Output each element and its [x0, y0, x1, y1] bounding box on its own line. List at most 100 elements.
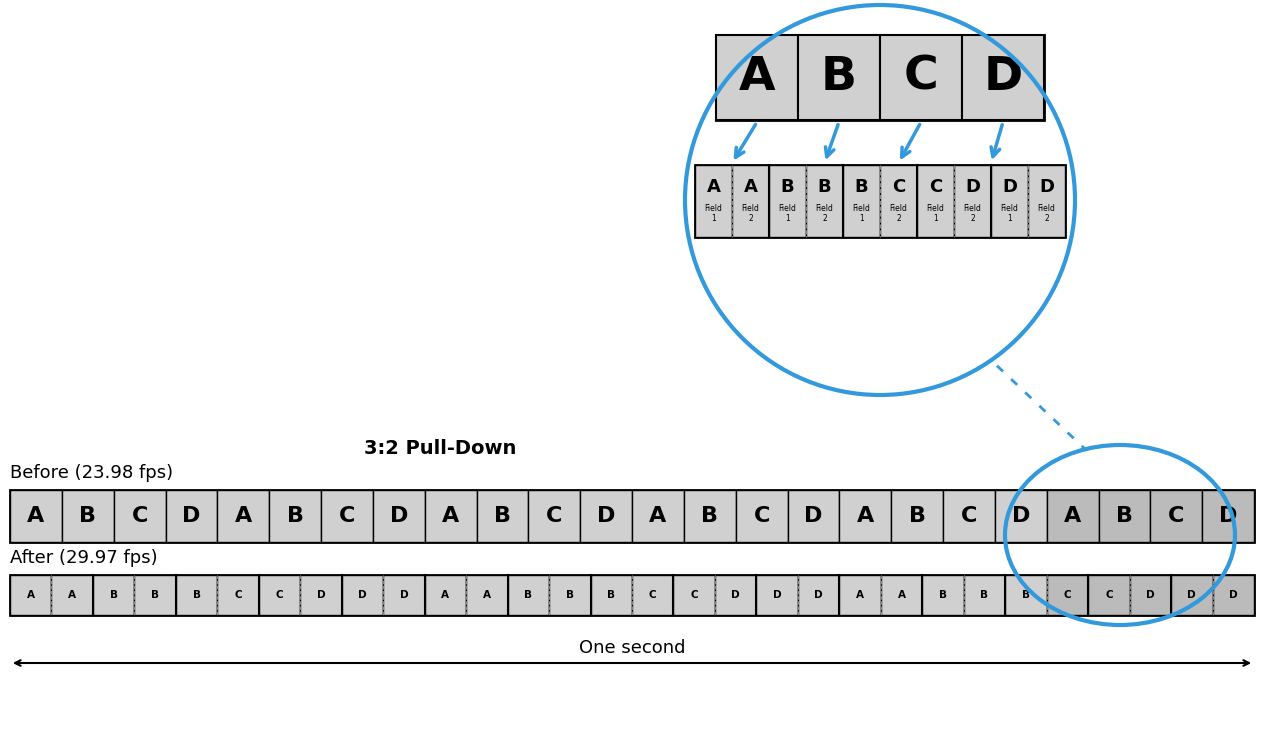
- Bar: [383, 575, 425, 615]
- Bar: [508, 575, 549, 615]
- Text: C: C: [929, 178, 942, 195]
- Text: After (29.97 fps): After (29.97 fps): [10, 549, 158, 567]
- Text: A: A: [442, 506, 459, 526]
- Bar: [1170, 575, 1212, 615]
- Bar: [843, 165, 880, 237]
- Bar: [695, 165, 1066, 237]
- Bar: [632, 490, 684, 542]
- Bar: [425, 575, 466, 615]
- Bar: [995, 490, 1047, 542]
- Text: B: B: [818, 178, 832, 195]
- Bar: [590, 575, 632, 615]
- Text: Field
2: Field 2: [1038, 204, 1055, 223]
- Text: B: B: [939, 590, 947, 600]
- Bar: [715, 35, 1044, 120]
- Bar: [806, 165, 843, 237]
- Text: A: A: [857, 506, 873, 526]
- Bar: [1130, 575, 1170, 615]
- Text: C: C: [1105, 590, 1112, 600]
- Text: D: D: [358, 590, 367, 600]
- Bar: [373, 490, 425, 542]
- Text: B: B: [110, 590, 118, 600]
- Bar: [1047, 490, 1098, 542]
- Bar: [1005, 575, 1047, 615]
- Text: A: A: [27, 590, 34, 600]
- Bar: [715, 35, 798, 120]
- Text: D: D: [1187, 590, 1196, 600]
- Text: Field
1: Field 1: [779, 204, 796, 223]
- Bar: [839, 490, 891, 542]
- Text: D: D: [772, 590, 781, 600]
- Text: A: A: [235, 506, 252, 526]
- Bar: [1212, 575, 1254, 615]
- Text: C: C: [1168, 506, 1184, 526]
- Bar: [715, 575, 756, 615]
- Text: B: B: [1116, 506, 1133, 526]
- Bar: [321, 490, 373, 542]
- Text: D: D: [317, 590, 325, 600]
- Bar: [839, 575, 881, 615]
- Bar: [114, 490, 166, 542]
- Bar: [259, 575, 301, 615]
- Text: C: C: [276, 590, 283, 600]
- Text: A: A: [483, 590, 490, 600]
- Bar: [736, 490, 787, 542]
- Bar: [549, 575, 590, 615]
- Text: D: D: [1146, 590, 1154, 600]
- Text: C: C: [234, 590, 241, 600]
- Bar: [632, 575, 674, 615]
- Bar: [269, 490, 321, 542]
- Bar: [798, 35, 880, 120]
- Bar: [962, 35, 1044, 120]
- Text: B: B: [494, 506, 511, 526]
- Bar: [891, 490, 943, 542]
- Text: Field
2: Field 2: [742, 204, 760, 223]
- Text: B: B: [702, 506, 718, 526]
- Text: A: A: [707, 178, 720, 195]
- Text: C: C: [1063, 590, 1071, 600]
- Text: B: B: [287, 506, 303, 526]
- Text: D: D: [983, 55, 1023, 100]
- Text: Field
1: Field 1: [704, 204, 723, 223]
- Bar: [1150, 490, 1202, 542]
- Bar: [528, 490, 580, 542]
- Text: C: C: [131, 506, 148, 526]
- Bar: [10, 575, 1254, 615]
- Text: B: B: [854, 178, 868, 195]
- Bar: [684, 490, 736, 542]
- Text: B: B: [607, 590, 616, 600]
- Bar: [787, 490, 839, 542]
- Text: A: A: [68, 590, 76, 600]
- Text: Before (23.98 fps): Before (23.98 fps): [10, 464, 173, 482]
- Bar: [954, 165, 991, 237]
- Text: A: A: [441, 590, 450, 600]
- Bar: [1098, 490, 1150, 542]
- Text: C: C: [904, 55, 938, 100]
- Bar: [695, 165, 732, 237]
- Text: C: C: [961, 506, 977, 526]
- Bar: [1202, 490, 1254, 542]
- Text: 3:2 Pull-Down: 3:2 Pull-Down: [364, 439, 516, 457]
- Bar: [923, 575, 963, 615]
- Bar: [52, 575, 94, 615]
- Bar: [62, 490, 114, 542]
- Bar: [477, 490, 528, 542]
- Text: B: B: [781, 178, 794, 195]
- Bar: [1088, 575, 1130, 615]
- Text: B: B: [566, 590, 574, 600]
- Text: Field
1: Field 1: [1001, 204, 1019, 223]
- Bar: [580, 490, 632, 542]
- Text: D: D: [399, 590, 408, 600]
- Bar: [217, 575, 259, 615]
- Bar: [880, 165, 916, 237]
- Bar: [1028, 165, 1066, 237]
- Bar: [217, 490, 269, 542]
- Text: B: B: [909, 506, 925, 526]
- Bar: [10, 490, 1254, 542]
- Text: A: A: [650, 506, 666, 526]
- Text: D: D: [389, 506, 408, 526]
- Text: C: C: [546, 506, 562, 526]
- Text: C: C: [690, 590, 698, 600]
- Text: B: B: [1021, 590, 1030, 600]
- Bar: [301, 575, 341, 615]
